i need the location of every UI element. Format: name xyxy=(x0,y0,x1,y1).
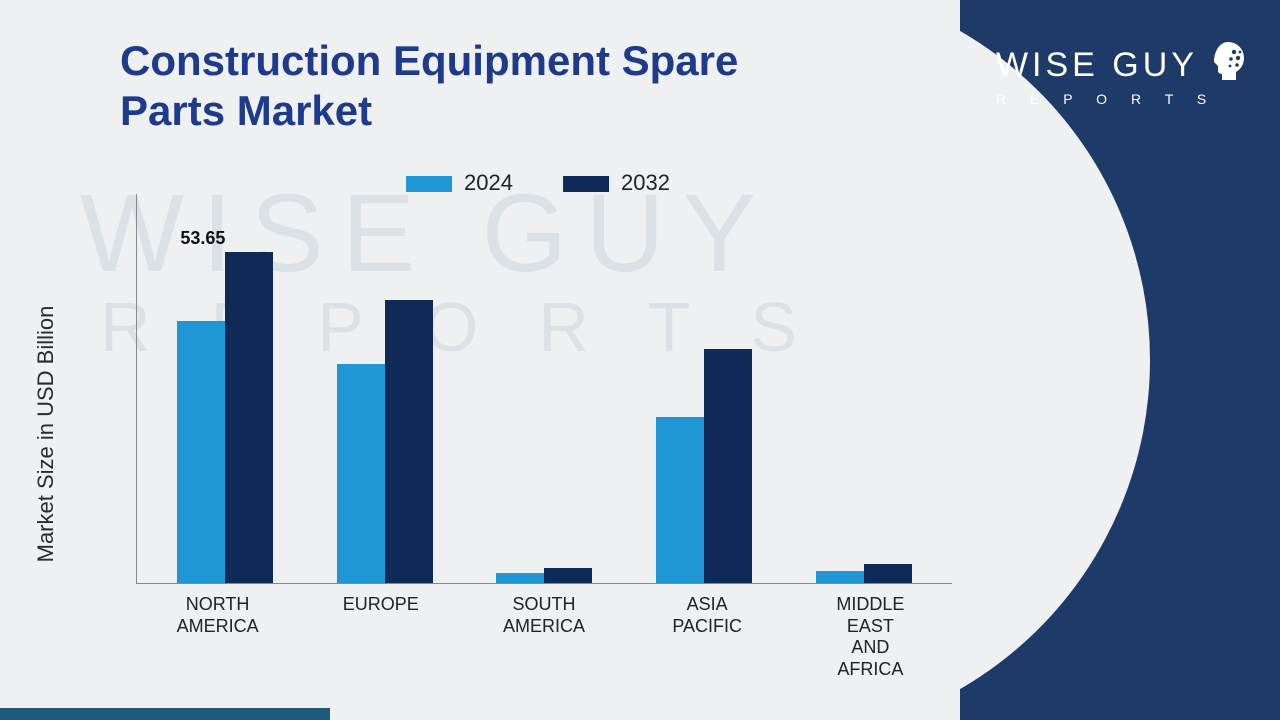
bar-chart: 2024 2032 Market Size in USD Billion 53.… xyxy=(52,164,952,704)
y-axis-label: Market Size in USD Billion xyxy=(33,306,59,563)
logo-text-1: WISE GUY xyxy=(996,46,1198,85)
legend-swatch-a xyxy=(406,176,452,192)
bar-group xyxy=(656,349,752,583)
bar-series-b xyxy=(385,300,433,583)
legend-swatch-b xyxy=(563,176,609,192)
bar-series-a xyxy=(816,571,864,583)
bar-series-b xyxy=(225,252,273,584)
bar-series-b xyxy=(704,349,752,583)
x-tick-label: MIDDLEEASTANDAFRICA xyxy=(800,588,940,704)
bar-series-a xyxy=(656,417,704,583)
legend-label-a: 2024 xyxy=(464,170,513,195)
bar-group xyxy=(816,564,912,584)
bar-series-b xyxy=(544,568,592,583)
bar-series-a xyxy=(496,573,544,583)
x-axis-labels: NORTHAMERICAEUROPESOUTHAMERICAASIAPACIFI… xyxy=(136,588,952,704)
bar-series-a xyxy=(337,364,385,583)
bar-group: 53.65 xyxy=(177,252,273,584)
brand-logo: WISE GUY R E P O R T S xyxy=(996,38,1250,107)
bar-value-label: 53.65 xyxy=(180,228,225,249)
chart-title: Construction Equipment Spare Parts Marke… xyxy=(120,36,840,137)
bar-group xyxy=(496,568,592,583)
legend: 2024 2032 xyxy=(406,170,670,196)
x-tick-label: EUROPE xyxy=(311,588,451,704)
bar-series-a xyxy=(177,321,225,583)
legend-label-b: 2032 xyxy=(621,170,670,195)
x-tick-label: SOUTHAMERICA xyxy=(474,588,614,704)
bar-group xyxy=(337,300,433,583)
bar-series-b xyxy=(864,564,912,584)
legend-item-2032: 2032 xyxy=(563,170,670,196)
x-tick-label: ASIAPACIFIC xyxy=(637,588,777,704)
stage: WISE GUY R E P O R T S WISE GUY REPORTS … xyxy=(0,0,1280,720)
bottom-accent-bar xyxy=(0,708,330,720)
plot-area: 53.65 xyxy=(136,194,952,584)
logo-head-icon xyxy=(1204,38,1250,93)
legend-item-2024: 2024 xyxy=(406,170,513,196)
x-tick-label: NORTHAMERICA xyxy=(148,588,288,704)
logo-text-2: R E P O R T S xyxy=(996,91,1250,107)
